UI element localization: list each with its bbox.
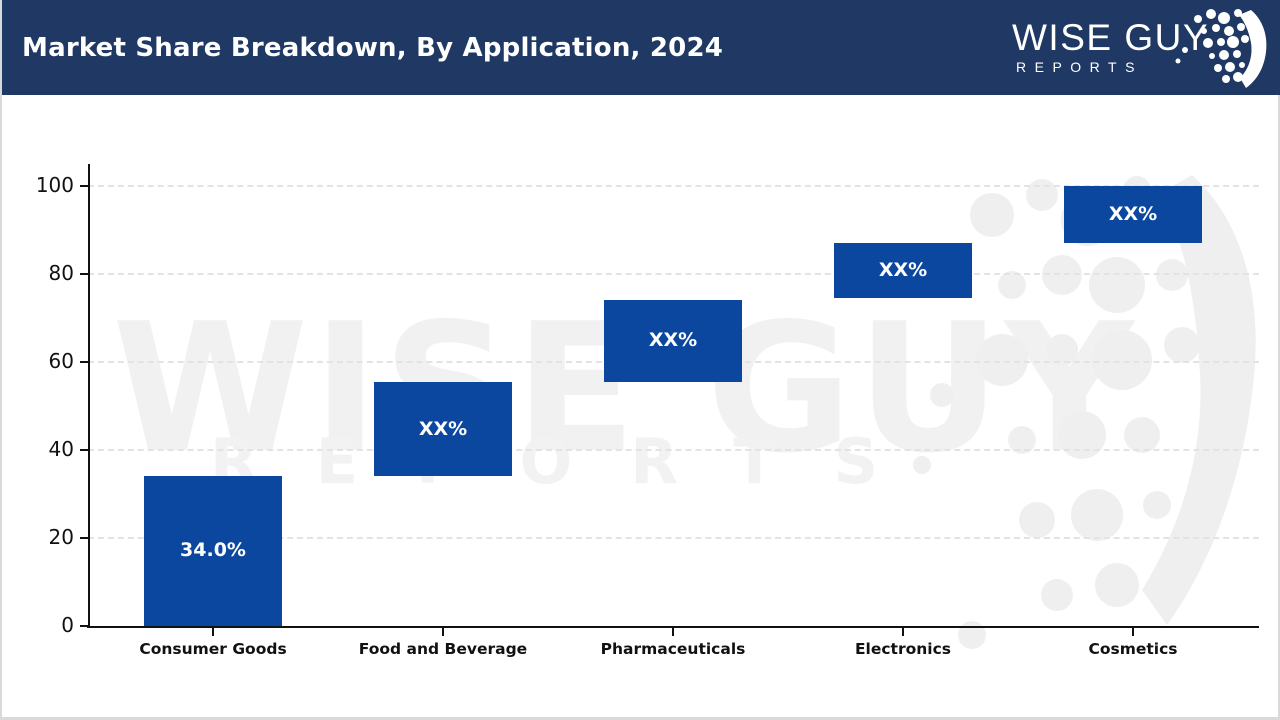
bar-value-label: XX% <box>1108 203 1158 225</box>
x-axis-tick <box>442 628 444 636</box>
x-axis-line <box>87 626 1259 628</box>
x-axis-label: Food and Beverage <box>358 640 528 658</box>
y-axis-tick <box>80 625 88 627</box>
bar-value-label: XX% <box>648 329 698 352</box>
y-axis-tick <box>80 537 88 539</box>
bar-value-label: XX% <box>878 259 928 282</box>
y-axis-tick <box>80 185 88 187</box>
logo-text-wise-guy: WISE GUY <box>1012 17 1209 58</box>
header-bar: Market Share Breakdown, By Application, … <box>2 0 1280 95</box>
x-axis-tick <box>672 628 674 636</box>
y-axis-tick <box>80 361 88 363</box>
wiseguy-logo-dot-face-icon <box>1175 8 1267 88</box>
y-axis-tick-label: 40 <box>48 437 74 461</box>
y-axis-tick-label: 0 <box>61 613 74 637</box>
gridline <box>88 185 1259 187</box>
bar-segment: 34.0% <box>144 476 282 626</box>
y-axis-line <box>88 164 90 628</box>
wiseguy-logo: WISE GUY REPORTS <box>1012 8 1267 88</box>
logo-text-reports: REPORTS <box>1016 59 1143 75</box>
bar-value-label: 34.0% <box>180 539 246 562</box>
y-axis-tick-label: 20 <box>48 525 74 549</box>
x-axis-label: Cosmetics <box>1088 640 1178 658</box>
gridline <box>88 273 1259 275</box>
gridline <box>88 449 1259 451</box>
x-axis-tick <box>212 628 214 636</box>
gridline <box>88 537 1259 539</box>
watermark-text-reports: REPORTS <box>210 425 937 498</box>
bar-segment: XX% <box>604 300 742 382</box>
bar-value-label: XX% <box>418 417 468 440</box>
bar-segment: XX% <box>374 381 512 477</box>
y-axis-tick <box>80 449 88 451</box>
y-axis-tick-label: 100 <box>35 173 74 197</box>
x-axis-label: Electronics <box>854 640 952 658</box>
y-axis-tick <box>80 273 88 275</box>
x-axis-label: Consumer Goods <box>139 640 287 658</box>
y-axis-tick-label: 60 <box>48 349 74 373</box>
chart-title: Market Share Breakdown, By Application, … <box>22 32 724 63</box>
x-axis-tick <box>902 628 904 636</box>
bar-segment: XX% <box>834 243 972 299</box>
bar-segment: XX% <box>1064 186 1202 244</box>
x-axis-tick <box>1132 628 1134 636</box>
x-axis-label: Pharmaceuticals <box>600 640 746 658</box>
y-axis-tick-label: 80 <box>48 261 74 285</box>
